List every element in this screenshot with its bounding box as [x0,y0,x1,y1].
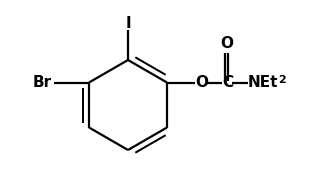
Text: O: O [195,75,208,90]
Text: O: O [220,37,233,52]
Text: C: C [222,75,233,90]
Text: NEt: NEt [248,75,278,90]
Text: Br: Br [33,75,52,90]
Text: 2: 2 [278,74,286,84]
Text: I: I [125,16,131,31]
